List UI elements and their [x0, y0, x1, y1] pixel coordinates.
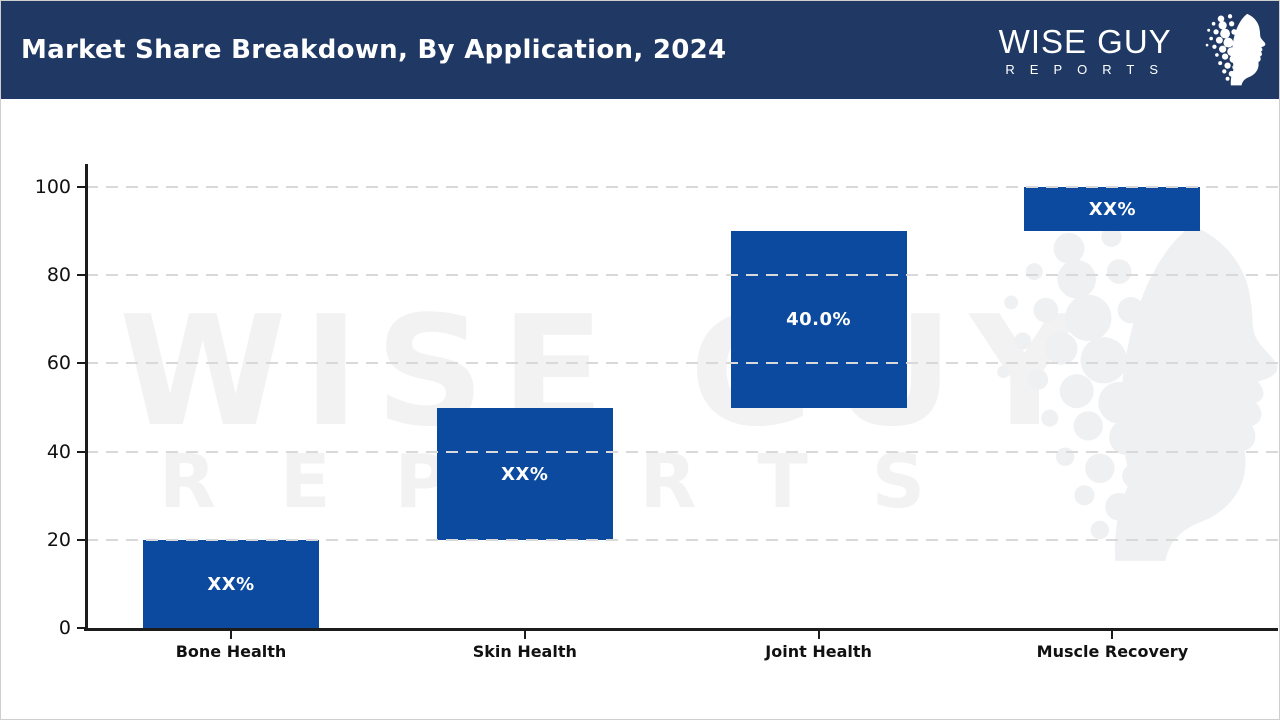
bar-value-label: 40.0%: [786, 309, 852, 330]
y-tick: [77, 627, 86, 629]
header: Market Share Breakdown, By Application, …: [1, 1, 1279, 99]
logo-text: WISE GUY REPORTS: [997, 22, 1173, 77]
gridline: [86, 274, 1278, 276]
bar: 40.0%: [730, 231, 907, 408]
bar: XX%: [1024, 187, 1201, 231]
bar: XX%: [436, 408, 613, 540]
gridline: [86, 362, 1278, 364]
logo-subtext: REPORTS: [1005, 61, 1173, 77]
logo: WISE GUY REPORTS: [997, 10, 1267, 90]
x-axis-label: Bone Health: [175, 642, 287, 661]
x-axis-label: Joint Health: [765, 642, 872, 661]
bar-value-label: XX%: [1088, 198, 1137, 220]
x-tick: [523, 631, 526, 639]
x-tick: [1111, 631, 1114, 639]
x-axis-label: Muscle Recovery: [1036, 642, 1189, 661]
x-tick: [817, 631, 820, 639]
y-tick: [77, 362, 86, 364]
gridline: [86, 451, 1278, 453]
y-tick: [77, 539, 86, 541]
y-tick: [77, 451, 86, 453]
y-tick: [77, 186, 86, 188]
y-tick-label: 80: [46, 264, 71, 286]
y-tick-label: 100: [34, 176, 71, 198]
bar-value-label: XX%: [207, 573, 255, 595]
y-axis: [85, 164, 88, 631]
gridline: [86, 186, 1278, 188]
logo-wordmark: WISE GUY: [998, 22, 1172, 60]
bar: XX%: [143, 540, 319, 628]
x-axis-label: Skin Health: [472, 642, 577, 661]
x-axis: [84, 628, 1278, 631]
gridline: [86, 539, 1278, 541]
logo-face-icon: [1175, 12, 1267, 88]
x-tick: [230, 631, 232, 639]
page-title: Market Share Breakdown, By Application, …: [21, 35, 727, 65]
plot: 0 20 40 60 80 100 XX% Bone Health XX% Skin Health…: [1, 99, 1279, 719]
bar-value-label: XX%: [501, 463, 549, 485]
y-tick-label: 20: [46, 529, 71, 551]
y-tick: [77, 274, 86, 276]
y-tick-label: 60: [46, 352, 71, 374]
y-tick-label: 0: [58, 617, 71, 639]
y-tick-label: 40: [46, 441, 71, 463]
